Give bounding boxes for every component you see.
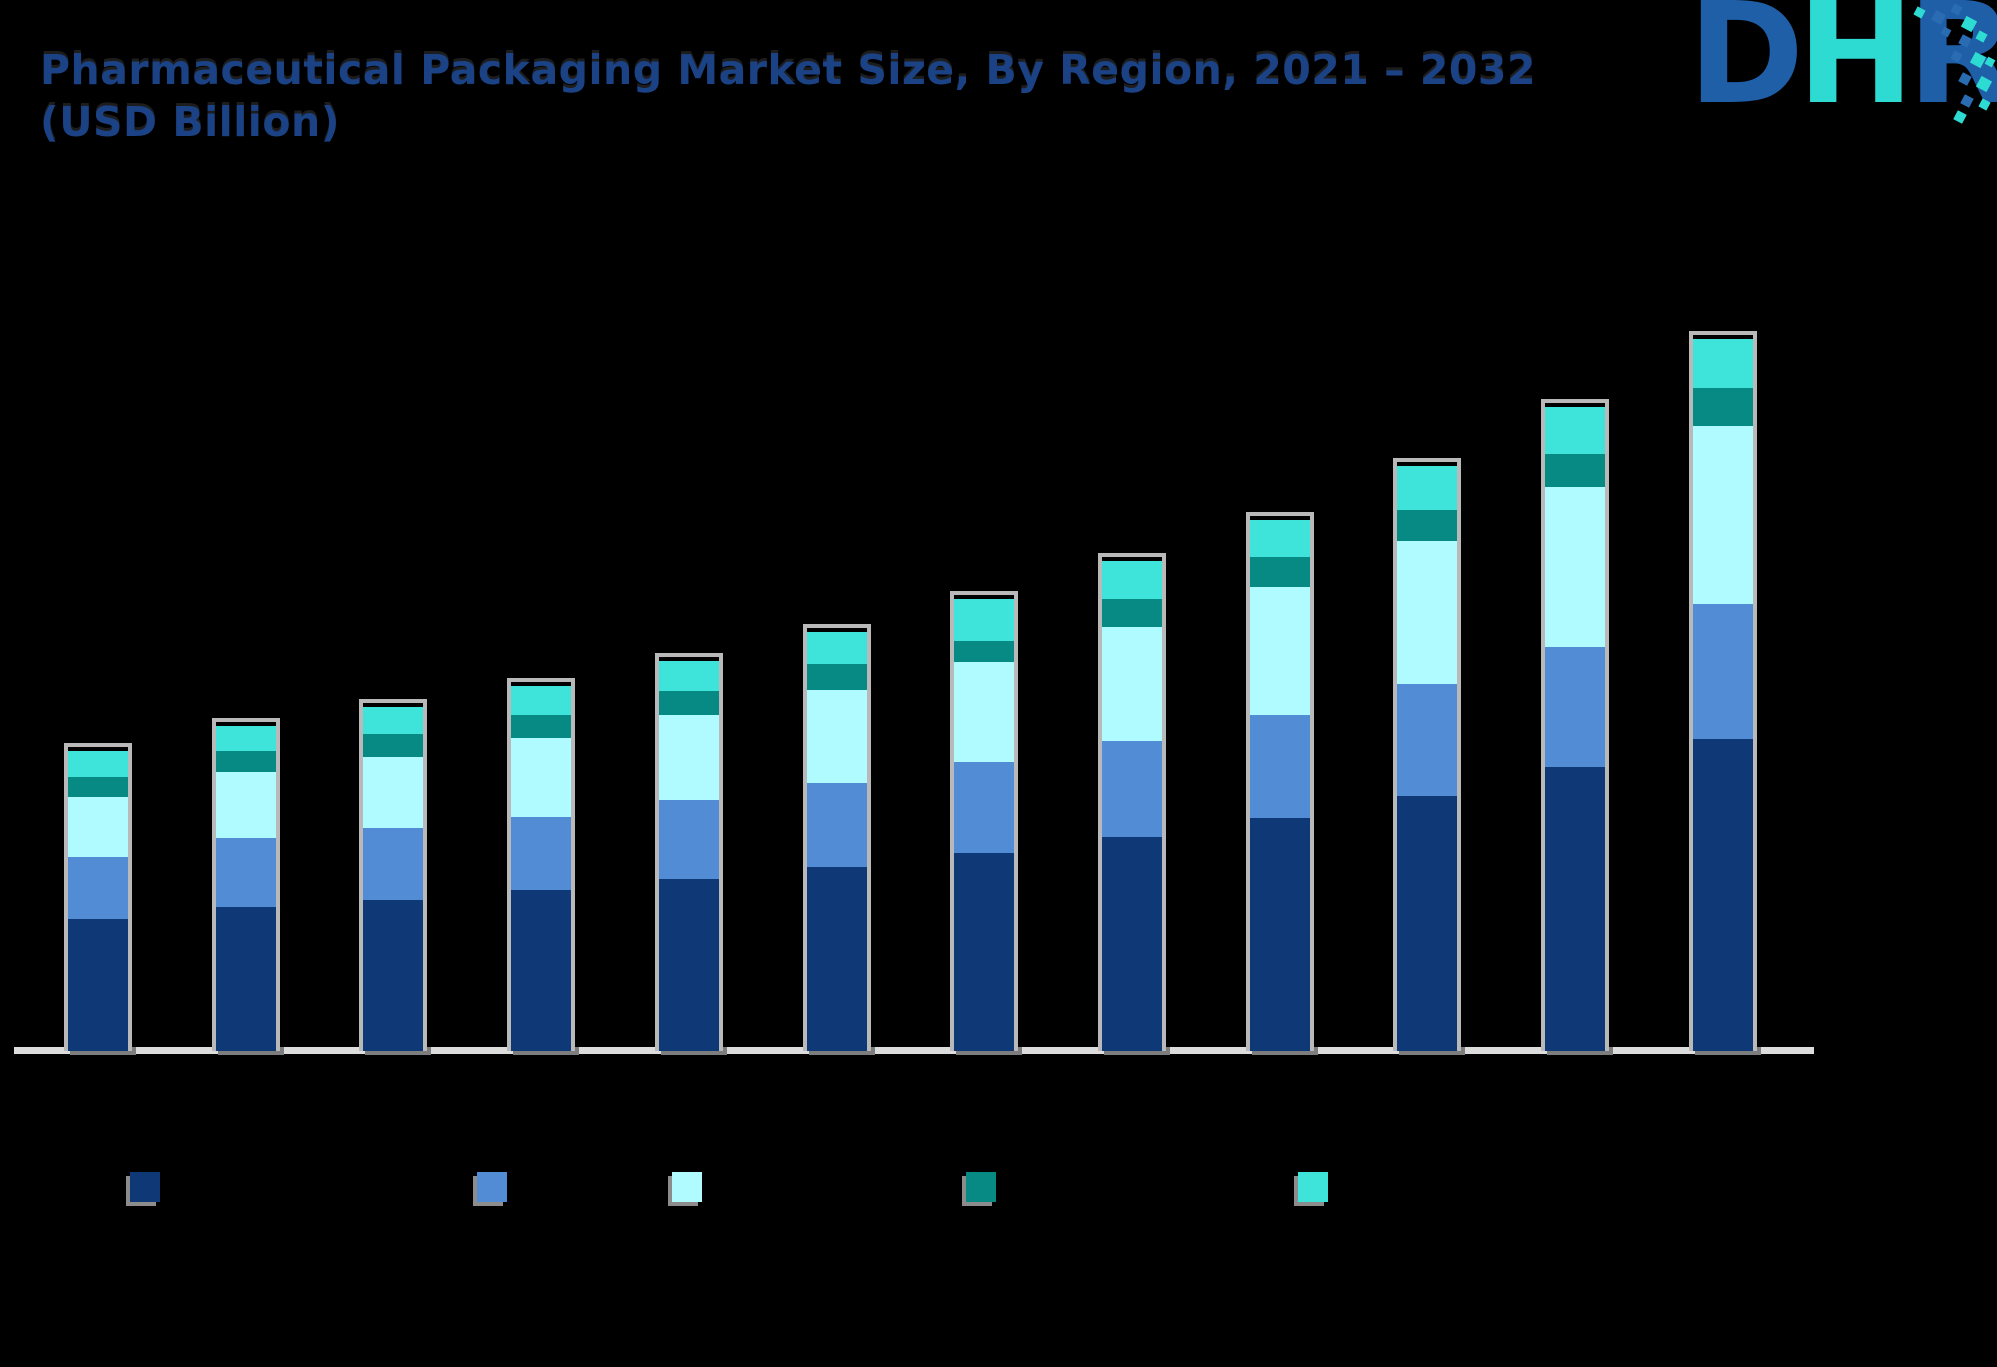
segment-series-4-dark-teal-2032 <box>1692 388 1753 426</box>
segment-series-3-pale-cyan-2024 <box>511 738 572 817</box>
segment-series-4-dark-teal-2031 <box>1545 454 1605 487</box>
segment-series-4-dark-teal-2024 <box>511 715 572 738</box>
segment-series-4-dark-teal-2027 <box>954 641 1015 662</box>
bar-shadow-2021 <box>70 1047 136 1055</box>
dhr-logo-letters: DHR <box>1688 0 1997 130</box>
segment-series-3-pale-cyan-2030 <box>1397 541 1458 684</box>
bar-shadow-2028 <box>1103 1047 1170 1055</box>
bar-shadow-2026 <box>808 1047 875 1055</box>
segment-series-2-medium-blue-2027 <box>954 762 1015 853</box>
bar-shadow-2022 <box>217 1047 284 1055</box>
segment-series-3-pale-cyan-2023 <box>363 757 424 828</box>
segment-series-5-turquoise-2030 <box>1397 466 1458 510</box>
logo-letter-h: H <box>1797 0 1914 136</box>
segment-series-1-navy-2021 <box>68 919 128 1051</box>
segment-series-3-pale-cyan-2031 <box>1545 487 1605 647</box>
segment-series-1-navy-2030 <box>1397 796 1458 1051</box>
segment-series-4-dark-teal-2021 <box>68 777 128 797</box>
bar-2023 <box>359 699 428 1051</box>
chart-title: Pharmaceutical Packaging Market Size, By… <box>40 44 1536 148</box>
segment-series-4-dark-teal-2026 <box>806 664 867 690</box>
segment-series-3-pale-cyan-2028 <box>1101 627 1162 741</box>
segment-series-3-pale-cyan-2021 <box>68 797 128 857</box>
bar-shadow-2030 <box>1399 1047 1466 1055</box>
segment-series-3-pale-cyan-2022 <box>215 772 276 838</box>
chart-title-line1: Pharmaceutical Packaging Market Size, By… <box>40 46 1536 94</box>
segment-series-2-medium-blue-2025 <box>658 800 719 879</box>
segment-series-3-pale-cyan-2026 <box>806 690 867 783</box>
legend-swatch-series-5-turquoise <box>1298 1172 1328 1202</box>
segment-series-4-dark-teal-2025 <box>658 691 719 715</box>
segment-series-2-medium-blue-2021 <box>68 857 128 919</box>
legend-swatch-series-2-medium-blue <box>477 1172 507 1202</box>
legend-swatch-series-4-dark-teal <box>966 1172 996 1202</box>
segment-series-5-turquoise-2028 <box>1101 561 1162 599</box>
segment-series-5-turquoise-2023 <box>363 707 424 734</box>
segment-series-2-medium-blue-2026 <box>806 783 867 867</box>
segment-series-5-turquoise-2027 <box>954 599 1015 641</box>
segment-series-2-medium-blue-2023 <box>363 828 424 900</box>
segment-series-3-pale-cyan-2025 <box>658 715 719 800</box>
segment-series-1-navy-2023 <box>363 900 424 1051</box>
segment-series-2-medium-blue-2030 <box>1397 684 1458 796</box>
segment-series-5-turquoise-2022 <box>215 726 276 751</box>
bar-2025 <box>654 653 723 1051</box>
chart-title-line2: (USD Billion) <box>40 98 340 146</box>
segment-series-3-pale-cyan-2029 <box>1249 587 1310 715</box>
segment-series-3-pale-cyan-2027 <box>954 662 1015 762</box>
bar-2027 <box>950 591 1019 1051</box>
legend-swatch-series-3-pale-cyan <box>672 1172 702 1202</box>
segment-series-2-medium-blue-2028 <box>1101 741 1162 837</box>
segment-series-5-turquoise-2031 <box>1545 407 1605 454</box>
segment-series-2-medium-blue-2024 <box>511 817 572 890</box>
segment-series-5-turquoise-2026 <box>806 632 867 664</box>
segment-series-4-dark-teal-2023 <box>363 734 424 757</box>
segment-series-1-navy-2025 <box>658 879 719 1051</box>
segment-series-4-dark-teal-2030 <box>1397 510 1458 541</box>
segment-series-5-turquoise-2021 <box>68 751 128 777</box>
dhr-logo: DHR <box>1688 0 1997 156</box>
segment-series-5-turquoise-2024 <box>511 686 572 715</box>
segment-series-1-navy-2028 <box>1101 837 1162 1051</box>
segment-series-1-navy-2031 <box>1545 767 1605 1051</box>
bar-2021 <box>64 743 132 1051</box>
bar-shadow-2031 <box>1547 1047 1613 1055</box>
segment-series-1-navy-2024 <box>511 890 572 1051</box>
segment-series-5-turquoise-2032 <box>1692 339 1753 388</box>
segment-series-1-navy-2027 <box>954 853 1015 1051</box>
bar-shadow-2032 <box>1694 1047 1761 1055</box>
bar-2028 <box>1097 553 1166 1051</box>
bar-2031 <box>1541 399 1609 1051</box>
x-axis-line <box>14 1047 1814 1054</box>
segment-series-2-medium-blue-2029 <box>1249 715 1310 818</box>
bar-2024 <box>507 678 576 1051</box>
bar-shadow-2027 <box>956 1047 1023 1055</box>
segment-series-4-dark-teal-2028 <box>1101 599 1162 627</box>
segment-series-4-dark-teal-2022 <box>215 751 276 772</box>
segment-series-2-medium-blue-2032 <box>1692 604 1753 739</box>
segment-series-1-navy-2022 <box>215 907 276 1051</box>
bar-shadow-2029 <box>1251 1047 1318 1055</box>
segment-series-1-navy-2029 <box>1249 818 1310 1051</box>
segment-series-4-dark-teal-2029 <box>1249 557 1310 587</box>
bar-shadow-2025 <box>660 1047 727 1055</box>
segment-series-1-navy-2032 <box>1692 739 1753 1051</box>
bar-2030 <box>1393 458 1462 1051</box>
logo-letter-d: D <box>1688 0 1804 136</box>
segment-series-5-turquoise-2025 <box>658 661 719 691</box>
segment-series-2-medium-blue-2031 <box>1545 647 1605 767</box>
legend-swatch-series-1-navy <box>130 1172 160 1202</box>
bar-2029 <box>1245 512 1314 1051</box>
segment-series-1-navy-2026 <box>806 867 867 1051</box>
segment-series-5-turquoise-2029 <box>1249 520 1310 557</box>
bar-shadow-2023 <box>365 1047 432 1055</box>
bar-2032 <box>1688 331 1757 1051</box>
bar-2022 <box>211 718 280 1051</box>
segment-series-3-pale-cyan-2032 <box>1692 426 1753 604</box>
segment-series-2-medium-blue-2022 <box>215 838 276 907</box>
bar-shadow-2024 <box>513 1047 580 1055</box>
bar-2026 <box>802 624 871 1051</box>
